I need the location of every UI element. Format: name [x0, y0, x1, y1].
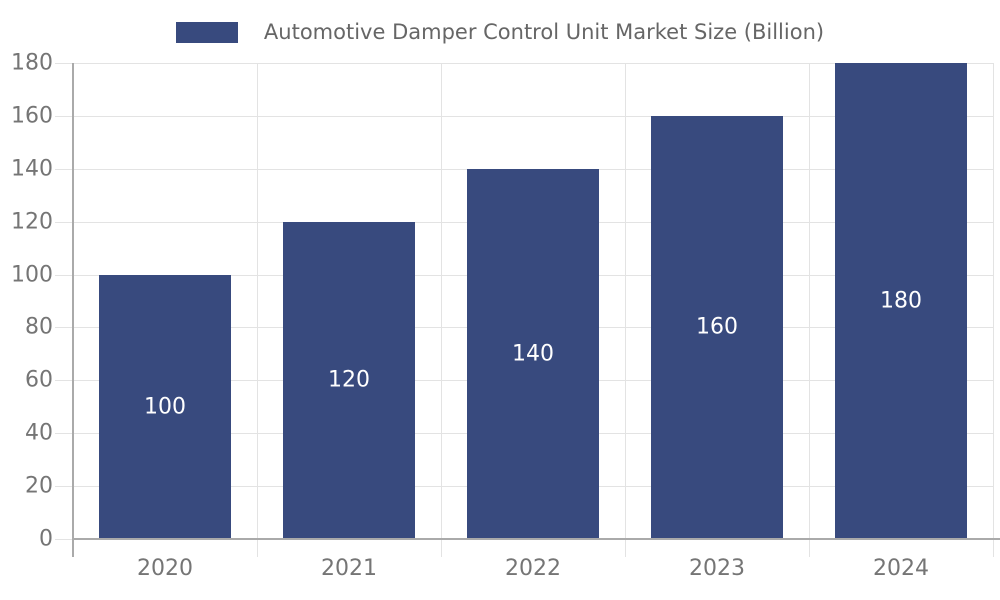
bar[interactable] — [835, 63, 967, 538]
legend-swatch[interactable] — [175, 21, 238, 43]
y-axis-tick — [55, 433, 73, 435]
x-tick-label: 2020 — [137, 556, 193, 581]
x-tick-label: 2023 — [689, 556, 745, 581]
y-axis-tick — [55, 115, 73, 117]
legend[interactable]: Automotive Damper Control Unit Market Si… — [0, 12, 1000, 52]
bar-value-label: 140 — [512, 341, 554, 367]
y-tick-label: 0 — [39, 526, 53, 552]
y-axis-line — [72, 63, 74, 557]
x-tick-label: 2021 — [321, 556, 377, 581]
y-tick-label: 20 — [25, 473, 53, 499]
bar[interactable] — [283, 221, 415, 538]
y-axis-tick — [55, 63, 73, 64]
y-axis-tick — [55, 539, 73, 540]
bar[interactable] — [99, 274, 231, 538]
y-axis-tick — [55, 274, 73, 276]
x-boundary-grid-line — [257, 63, 258, 557]
x-tick-label: 2024 — [873, 556, 929, 581]
bar-value-label: 180 — [880, 288, 922, 314]
y-axis-tick — [55, 168, 73, 170]
y-tick-label: 100 — [11, 262, 53, 288]
y-tick-label: 180 — [11, 50, 53, 76]
x-boundary-grid-line — [993, 63, 994, 557]
bar-value-label: 160 — [696, 314, 738, 340]
y-tick-label: 120 — [11, 209, 53, 235]
y-axis-tick — [55, 380, 73, 382]
y-grid-line — [73, 115, 993, 117]
y-tick-label: 80 — [25, 314, 53, 340]
y-axis-tick — [55, 486, 73, 488]
bar[interactable] — [651, 115, 783, 538]
bar-value-label: 100 — [144, 394, 186, 420]
y-tick-label: 160 — [11, 103, 53, 129]
x-boundary-grid-line — [625, 63, 626, 557]
y-tick-label: 60 — [25, 367, 53, 393]
bar-value-label: 120 — [328, 367, 370, 393]
legend-label[interactable]: Automotive Damper Control Unit Market Si… — [263, 20, 825, 44]
x-tick-label: 2022 — [505, 556, 561, 581]
x-boundary-grid-line — [441, 63, 442, 557]
bar[interactable] — [467, 168, 599, 538]
y-axis-tick — [55, 327, 73, 329]
y-axis-tick — [55, 221, 73, 223]
y-tick-label: 40 — [25, 420, 53, 446]
y-grid-line — [73, 63, 993, 64]
x-axis-line — [72, 538, 1000, 540]
x-boundary-grid-line — [809, 63, 810, 557]
y-tick-label: 140 — [11, 156, 53, 182]
